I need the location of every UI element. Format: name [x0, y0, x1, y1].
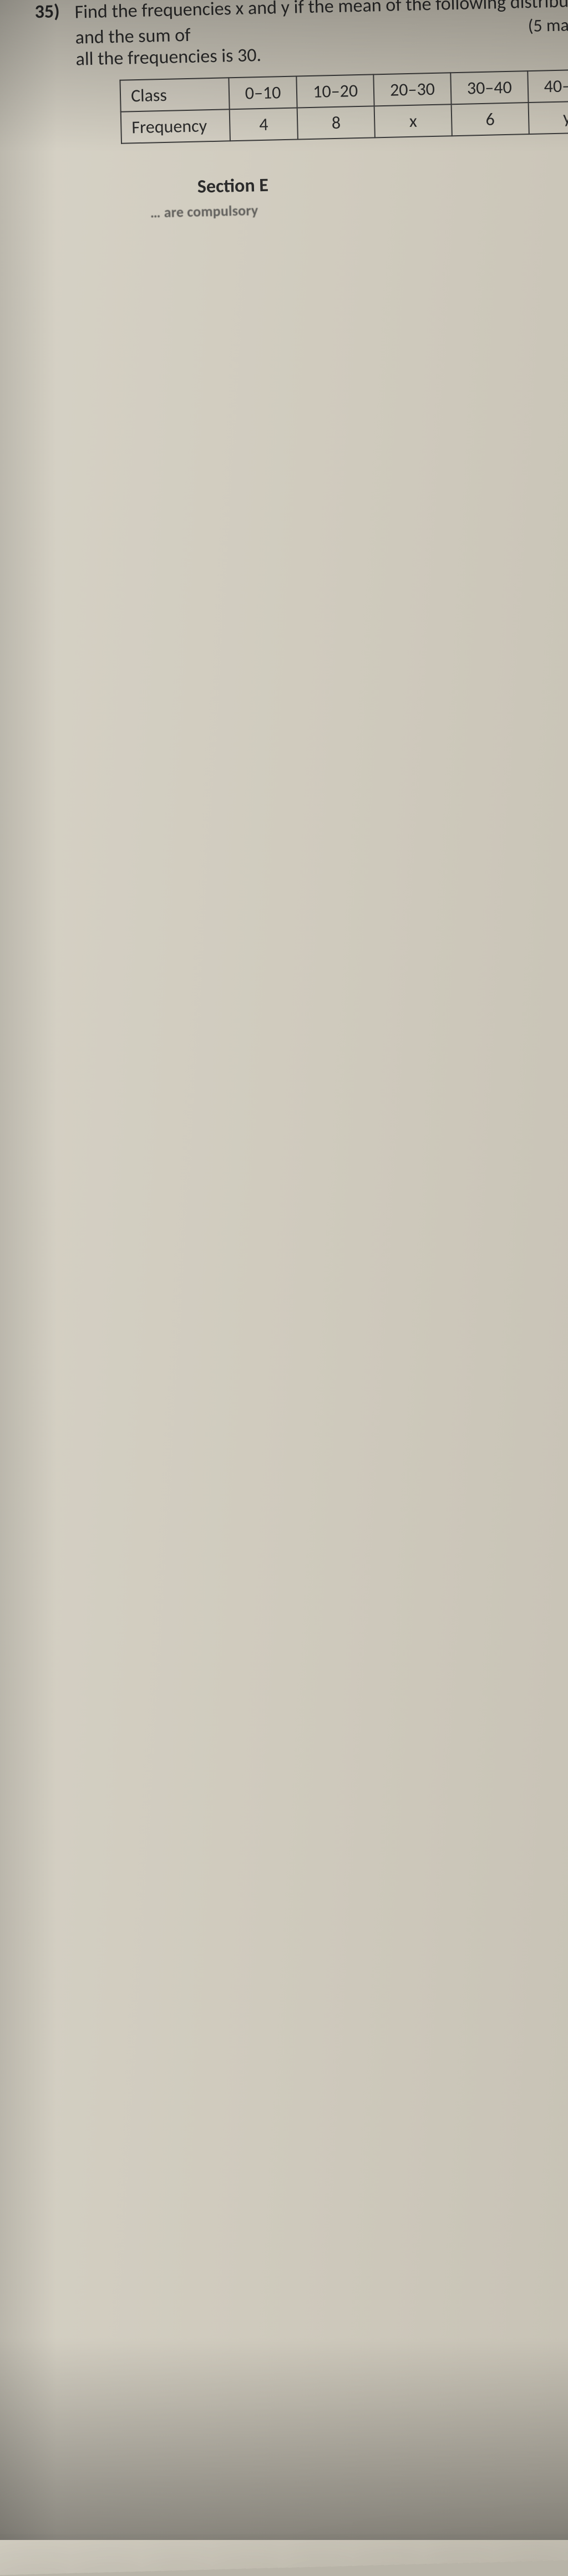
- class-cell: 40–50: [528, 69, 568, 103]
- row-label-class: Class: [120, 78, 229, 111]
- class-cell: 0–10: [229, 76, 297, 109]
- paper-sheet: 35) Find the frequencies x and y if the …: [0, 0, 568, 2576]
- class-cell: 10–20: [297, 74, 374, 108]
- question-number: 35): [34, 0, 68, 23]
- row-label-frequency: Frequency: [121, 109, 230, 143]
- frequency-table: Class 0–10 10–20 20–30 30–40 40–50 Frequ…: [119, 69, 568, 144]
- page-content: 35) Find the frequencies x and y if the …: [34, 0, 568, 224]
- freq-cell: y: [528, 101, 568, 134]
- freq-cell: 6: [452, 103, 529, 136]
- class-cell: 20–30: [373, 73, 451, 106]
- class-cell: 30–40: [450, 71, 528, 104]
- freq-cell: 4: [229, 108, 298, 141]
- freq-cell: x: [374, 104, 452, 137]
- freq-cell: 8: [297, 106, 375, 139]
